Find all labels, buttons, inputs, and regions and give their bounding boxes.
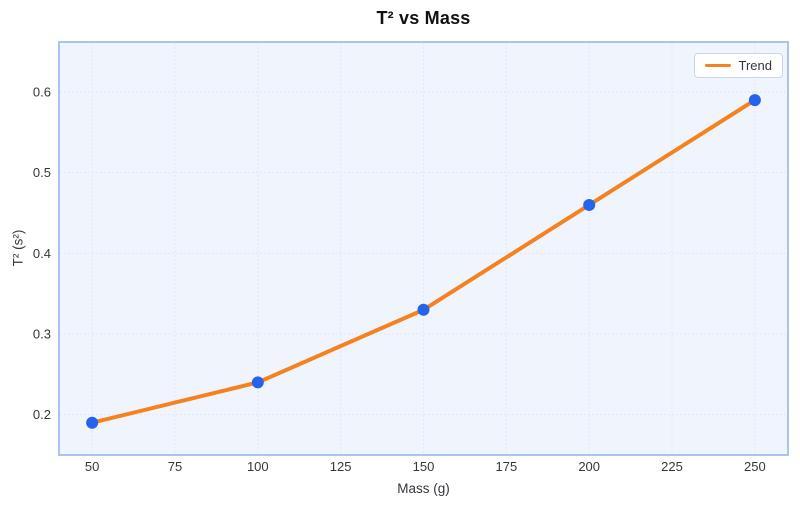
x-tick-label: 225 (661, 459, 683, 474)
x-tick-label: 150 (413, 459, 435, 474)
y-tick-label: 0.6 (33, 85, 51, 100)
data-point (583, 198, 596, 211)
legend-label: Trend (738, 58, 772, 73)
x-tick-label: 125 (330, 459, 352, 474)
y-tick-label: 0.4 (33, 246, 51, 261)
data-point (748, 94, 761, 107)
y-tick-label: 0.5 (33, 165, 51, 180)
x-tick-label: 250 (744, 459, 766, 474)
x-tick-label: 200 (578, 459, 600, 474)
data-point (251, 376, 264, 389)
data-point (86, 416, 99, 429)
legend-line-swatch (704, 63, 731, 68)
x-tick-label: 50 (85, 459, 99, 474)
x-tick-label: 100 (247, 459, 269, 474)
x-axis-label: Mass (g) (397, 481, 450, 496)
y-tick-label: 0.2 (33, 407, 51, 422)
y-axis-label: T² (s²) (10, 229, 26, 267)
x-tick-label: 175 (495, 459, 517, 474)
x-tick-label: 75 (168, 459, 182, 474)
y-tick-label: 0.3 (33, 327, 51, 342)
legend: Trend (693, 53, 783, 78)
chart-title: T² vs Mass (376, 8, 471, 28)
data-point (417, 303, 430, 316)
